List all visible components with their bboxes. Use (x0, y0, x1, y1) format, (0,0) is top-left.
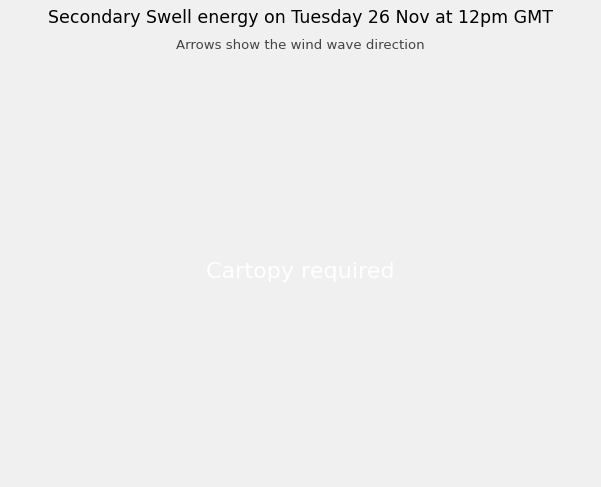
Text: Arrows show the wind wave direction: Arrows show the wind wave direction (176, 39, 425, 53)
Text: Cartopy required: Cartopy required (206, 262, 395, 281)
Text: Secondary Swell energy on Tuesday 26 Nov at 12pm GMT: Secondary Swell energy on Tuesday 26 Nov… (48, 9, 553, 27)
